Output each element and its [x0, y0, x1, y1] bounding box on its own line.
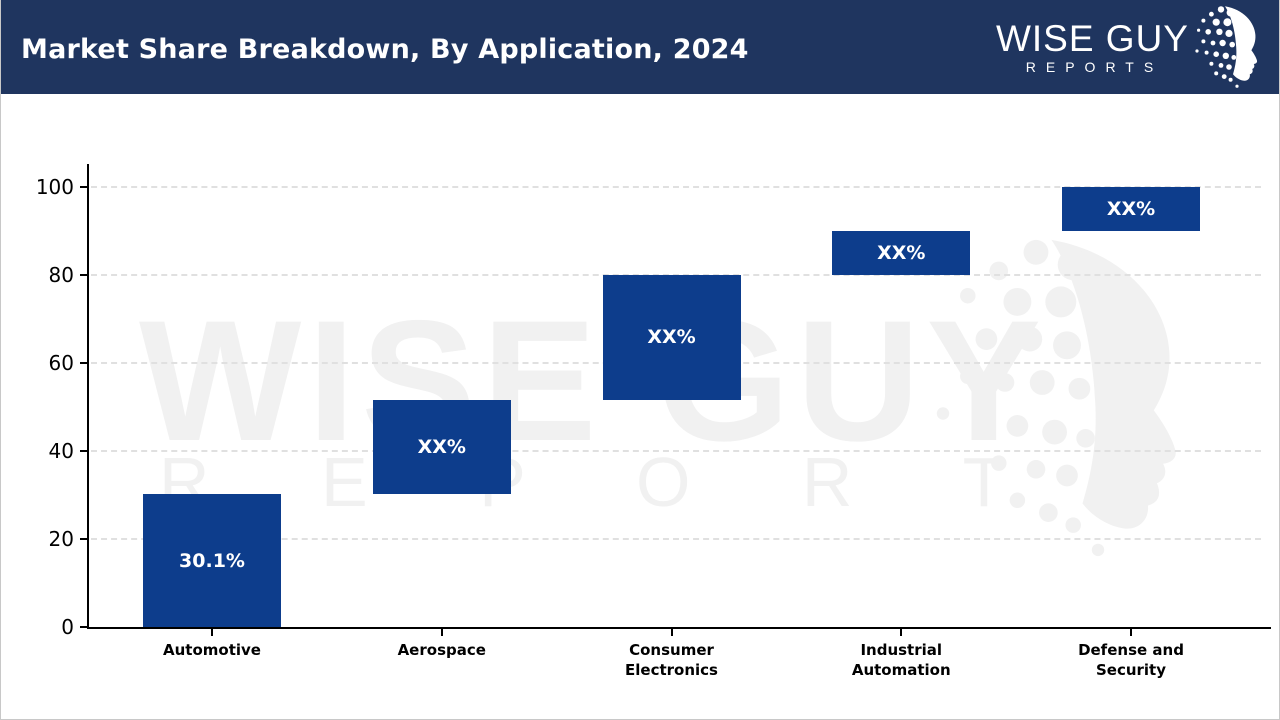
bar-value-label: XX% — [647, 326, 696, 349]
y-tick-mark — [80, 537, 87, 540]
gridline — [91, 537, 1261, 540]
watermark-subtext: R E P O R T S — [159, 443, 1209, 521]
bar-value-label: 30.1% — [179, 549, 245, 572]
y-tick-label: 80 — [48, 262, 74, 287]
watermark-wordmark: WISE GUY — [139, 285, 1048, 477]
y-tick-label: 60 — [48, 350, 74, 375]
y-tick-mark — [80, 185, 87, 188]
bar: 30.1% — [143, 494, 281, 627]
y-tick-label: 40 — [48, 438, 74, 463]
x-tick-label: Aerospace — [397, 641, 486, 659]
bar-value-label: XX% — [877, 241, 926, 264]
bar-value-label: XX% — [1106, 197, 1156, 220]
gridline — [91, 449, 1261, 452]
y-tick-mark — [80, 626, 87, 628]
page-title: Market Share Breakdown, By Application, … — [21, 33, 749, 65]
y-tick-mark — [80, 361, 87, 364]
x-tick-label: Defense and Security — [1078, 641, 1184, 679]
gridline — [91, 185, 1261, 188]
logo-wordmark-main: WISE GUY — [995, 17, 1189, 59]
x-tick-mark — [440, 629, 443, 636]
y-tick-label: 100 — [35, 174, 74, 199]
y-tick-mark — [80, 273, 87, 276]
bar: XX% — [832, 230, 971, 275]
x-tick-label: Consumer Electronics — [625, 641, 718, 679]
x-tick-mark — [670, 629, 673, 636]
y-tick-label: 0 — [61, 615, 74, 639]
x-tick-label: Automotive — [163, 641, 261, 659]
brand-logo: WISE GUY REPORTS — [996, 3, 1267, 91]
logo-wordmark: WISE GUY REPORTS — [995, 17, 1189, 75]
y-tick-mark — [80, 449, 87, 452]
bar: XX% — [1062, 186, 1200, 231]
x-tick-mark — [1130, 629, 1132, 636]
bar-value-label: XX% — [417, 436, 466, 459]
y-tick-label: 20 — [48, 526, 74, 551]
bar: XX% — [602, 274, 741, 401]
x-tick-mark — [900, 629, 903, 636]
x-tick-label: Industrial Automation — [851, 641, 951, 679]
x-tick-mark — [211, 629, 213, 636]
x-axis-line — [87, 627, 1271, 629]
logo-wordmark-sub: REPORTS — [1025, 58, 1164, 75]
y-axis-line — [87, 164, 89, 629]
bar: XX% — [372, 400, 511, 495]
header: Market Share Breakdown, By Application, … — [1, 0, 1279, 94]
